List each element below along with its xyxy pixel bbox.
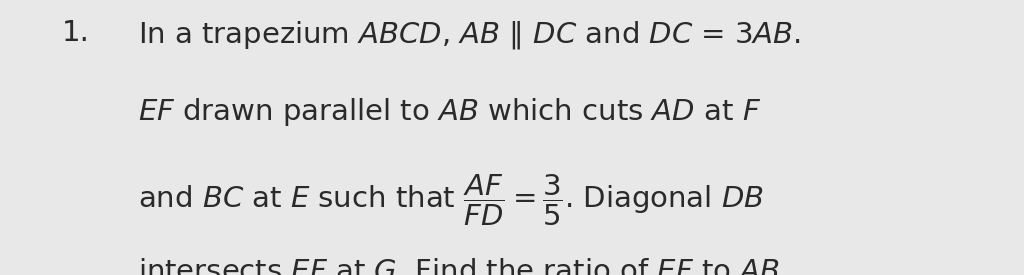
Text: 1.: 1. (61, 19, 89, 47)
Text: $\mathit{EF}$ drawn parallel to $\mathit{AB}$ which cuts $\mathit{AD}$ at $\math: $\mathit{EF}$ drawn parallel to $\mathit… (138, 96, 762, 128)
Text: In a trapezium $\mathit{ABCD}$, $\mathit{AB}$ $\|$ $\mathit{DC}$ and $\mathit{DC: In a trapezium $\mathit{ABCD}$, $\mathit… (138, 19, 801, 51)
Text: intersects $\mathit{EF}$ at $\mathit{G}$. Find the ratio of $\mathit{EF}$ to $\m: intersects $\mathit{EF}$ at $\mathit{G}$… (138, 258, 787, 275)
Text: and $\mathit{BC}$ at $\mathit{E}$ such that $\dfrac{\mathit{AF}}{\mathit{FD}}=\d: and $\mathit{BC}$ at $\mathit{E}$ such t… (138, 173, 764, 228)
